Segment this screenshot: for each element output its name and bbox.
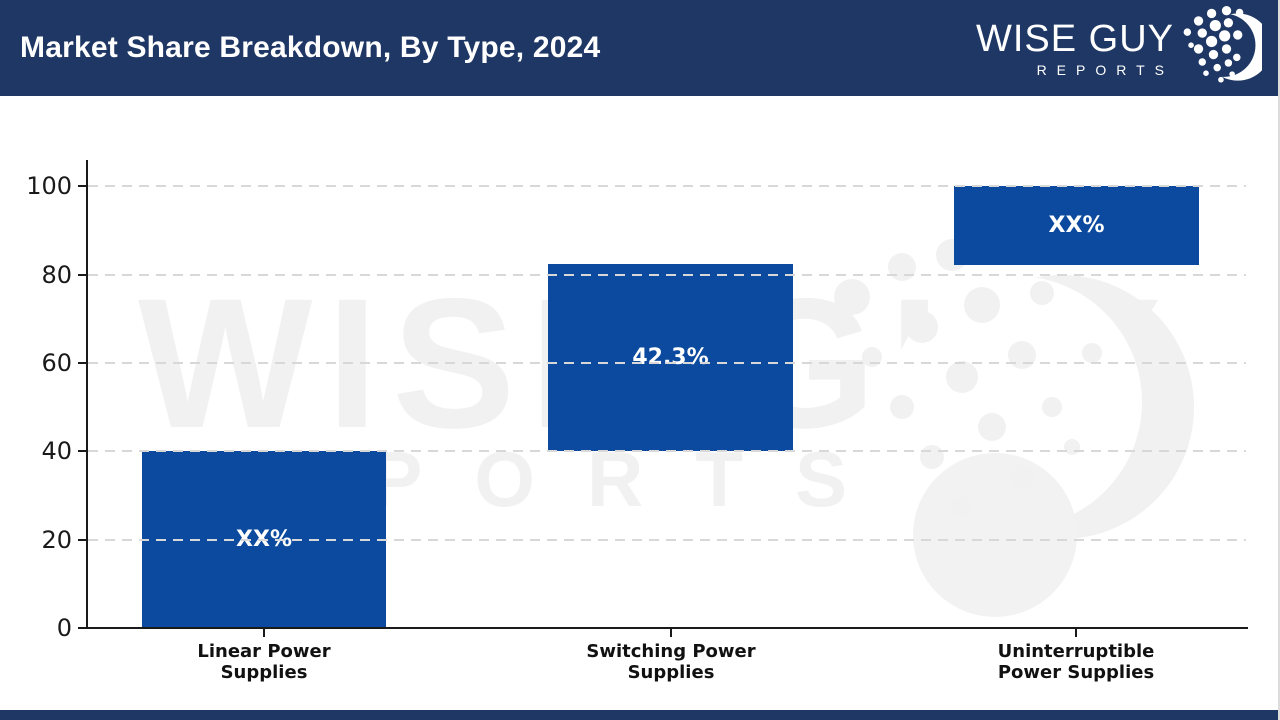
y-tick-label: 40 (41, 437, 72, 465)
bar-value-label: 42.3% (632, 345, 709, 370)
bar-value-label: XX% (1048, 213, 1105, 238)
x-category-line: Supplies (220, 662, 308, 683)
logo-wordmark: WISE GUY (975, 17, 1174, 60)
gridline-20 (88, 539, 1246, 541)
footer-bar (0, 710, 1278, 720)
y-tick (78, 185, 86, 187)
y-tick (78, 627, 86, 629)
y-tick (78, 450, 86, 452)
y-tick (78, 274, 86, 276)
x-category-line: Uninterruptible (997, 641, 1155, 662)
watermark-head-icon (834, 237, 1194, 617)
y-tick-label: 100 (26, 172, 72, 200)
y-tick-label: 80 (41, 261, 72, 289)
x-category-line: Switching Power (586, 641, 756, 662)
x-category-label: Linear Power Supplies (104, 641, 424, 683)
logo-text: WISE GUY REPORTS (976, 20, 1174, 77)
wiseguy-logo: WISE GUY REPORTS (976, 4, 1262, 92)
x-tick (670, 629, 672, 637)
x-tick (1075, 629, 1077, 637)
y-axis-line (86, 160, 88, 629)
x-category-line: Power Supplies (997, 662, 1155, 683)
bar-switching-power-supplies: 42.3% (548, 264, 793, 451)
x-axis-line (86, 627, 1248, 629)
y-tick (78, 362, 86, 364)
x-category-label: Switching Power Supplies (511, 641, 831, 683)
logo-subtitle: REPORTS (1036, 61, 1174, 78)
logo-head-icon (1183, 6, 1262, 83)
bar-uninterruptible-power-supplies: XX% (954, 186, 1199, 265)
y-tick-label: 20 (41, 526, 72, 554)
y-tick-label: 60 (41, 349, 72, 377)
x-category-label: Uninterruptible Power Supplies (916, 641, 1236, 683)
x-tick (263, 629, 265, 637)
y-tick (78, 539, 86, 541)
gridline-40 (88, 450, 1246, 452)
x-category-line: Linear Power (197, 641, 331, 662)
header-bar: Market Share Breakdown, By Type, 2024 WI… (0, 0, 1278, 96)
gridline-60 (88, 362, 1246, 364)
page-title: Market Share Breakdown, By Type, 2024 (20, 31, 601, 64)
gridline-100 (88, 185, 1246, 187)
x-category-line: Supplies (627, 662, 715, 683)
y-tick-label: 0 (56, 614, 72, 642)
gridline-80 (88, 274, 1246, 276)
